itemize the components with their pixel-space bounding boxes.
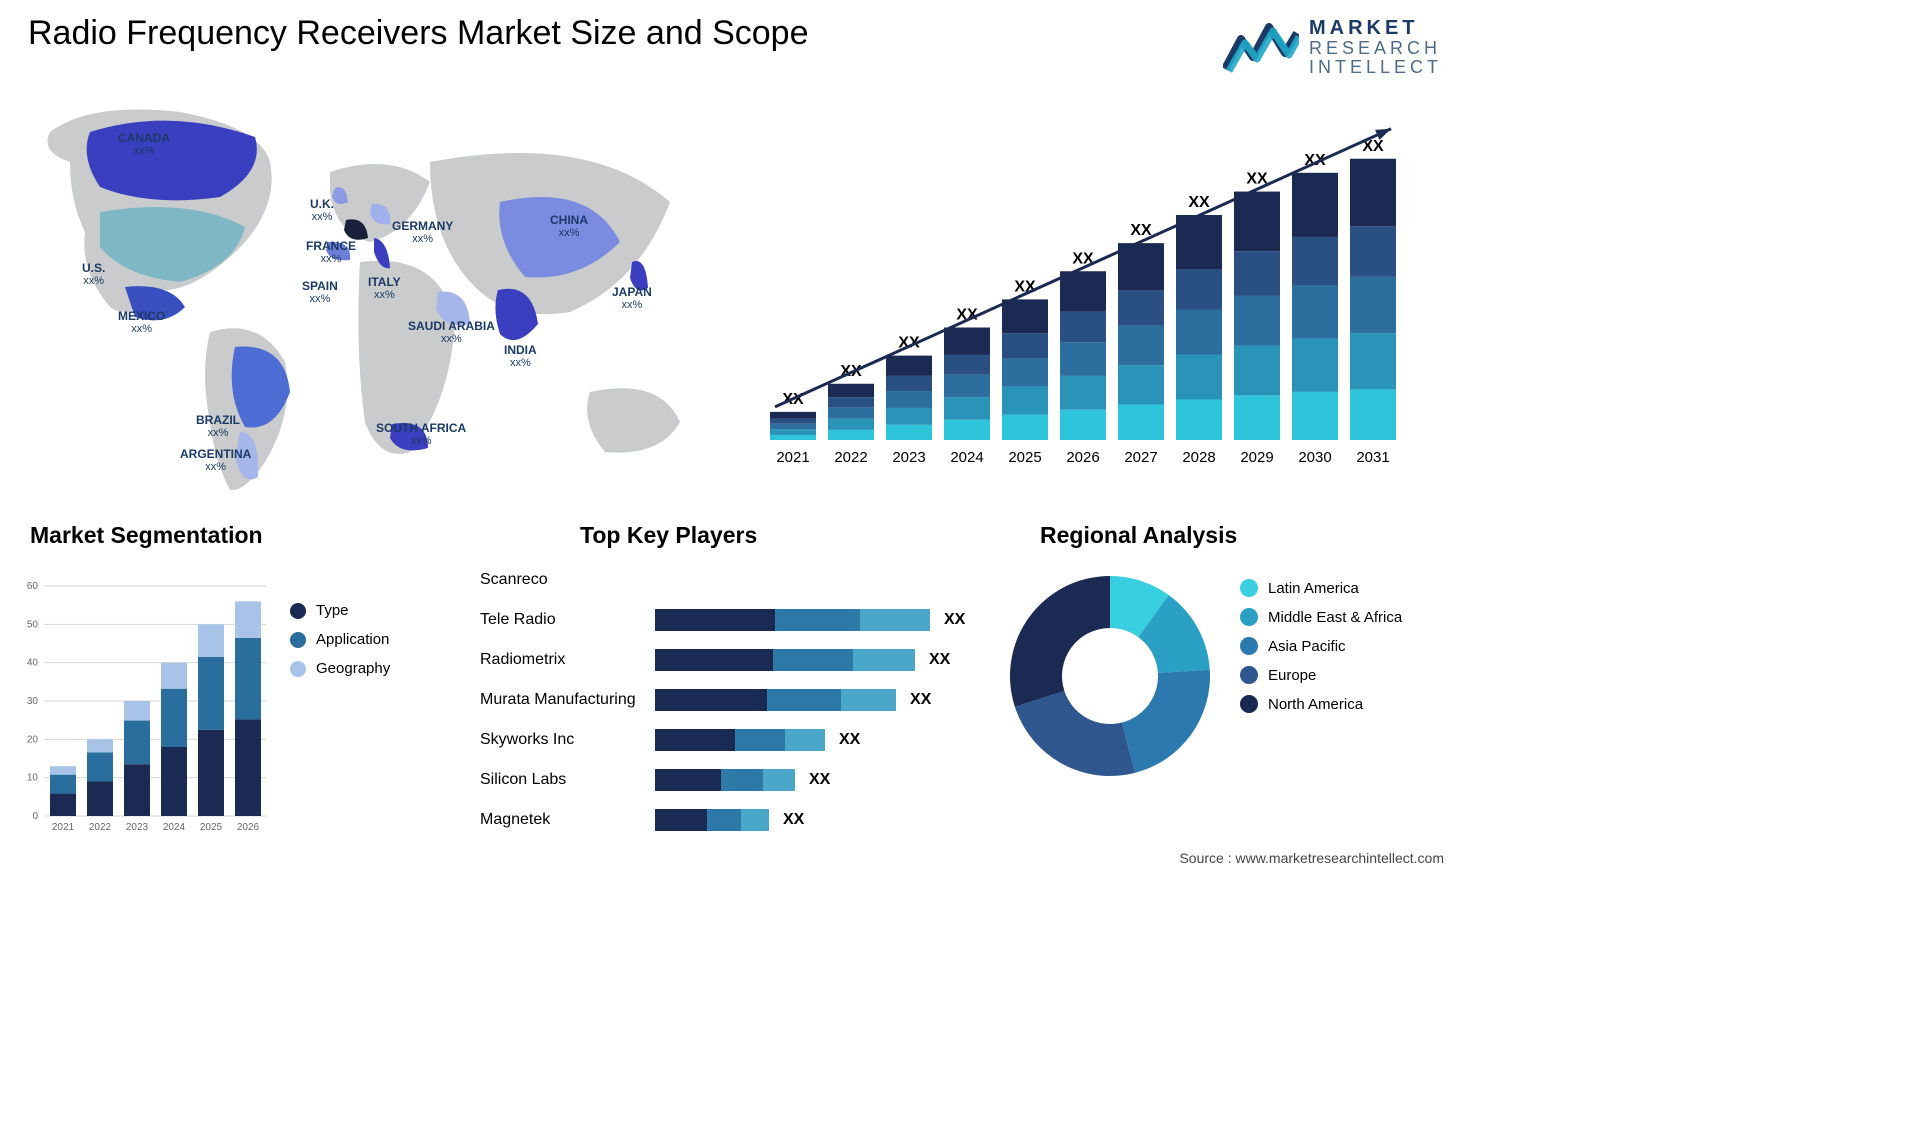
regional-legend-item: Europe — [1240, 666, 1402, 684]
svg-text:2021: 2021 — [52, 822, 75, 833]
map-label-canada: CANADAxx% — [118, 132, 170, 157]
map-label-spain: SPAINxx% — [302, 280, 338, 305]
player-value: XX — [944, 611, 965, 629]
brand-logo: MARKET RESEARCH INTELLECT — [1223, 18, 1442, 77]
map-label-argentina: ARGENTINAxx% — [180, 448, 251, 473]
map-label-italy: ITALYxx% — [368, 276, 401, 301]
player-row: Silicon Labs XX — [480, 760, 965, 800]
svg-text:2021: 2021 — [776, 449, 809, 466]
player-value: XX — [809, 771, 830, 789]
svg-text:2030: 2030 — [1298, 449, 1331, 466]
player-bar — [655, 769, 795, 791]
player-value: XX — [910, 691, 931, 709]
player-name: Magnetek — [480, 811, 655, 829]
player-row: Magnetek XX — [480, 800, 965, 840]
svg-text:XX: XX — [1188, 194, 1210, 211]
map-label-u-s-: U.S.xx% — [82, 262, 105, 287]
player-name: Murata Manufacturing — [480, 691, 655, 709]
svg-text:2026: 2026 — [237, 822, 260, 833]
svg-text:2025: 2025 — [200, 822, 223, 833]
svg-text:2023: 2023 — [892, 449, 925, 466]
map-label-japan: JAPANxx% — [612, 286, 652, 311]
svg-text:2028: 2028 — [1182, 449, 1215, 466]
svg-text:10: 10 — [27, 773, 39, 784]
regional-donut-chart — [1000, 566, 1220, 786]
player-row: Tele Radio XX — [480, 600, 965, 640]
player-name: Scanreco — [480, 571, 655, 589]
regional-legend: Latin America Middle East & Africa Asia Pa… — [1240, 568, 1402, 724]
segmentation-chart: 0 10 20 30 40 50 60 2021 2022 2023 2024 2025 2026 — [16, 558, 276, 848]
svg-text:2024: 2024 — [163, 822, 186, 833]
svg-text:2023: 2023 — [126, 822, 149, 833]
logo-text-1: MARKET — [1309, 18, 1442, 39]
svg-text:2022: 2022 — [834, 449, 867, 466]
player-value: XX — [783, 811, 804, 829]
svg-text:2022: 2022 — [89, 822, 112, 833]
player-name: Silicon Labs — [480, 771, 655, 789]
map-label-china: CHINAxx% — [550, 214, 588, 239]
svg-text:30: 30 — [27, 696, 39, 707]
source-text: Source : www.marketresearchintellect.com — [1179, 850, 1444, 866]
regional-legend-item: Middle East & Africa — [1240, 608, 1402, 626]
player-name: Radiometrix — [480, 651, 655, 669]
player-name: Tele Radio — [480, 611, 655, 629]
player-row: Radiometrix XX — [480, 640, 965, 680]
player-value: XX — [839, 731, 860, 749]
player-row: Murata Manufacturing XX — [480, 680, 965, 720]
map-label-brazil: BRAZILxx% — [196, 414, 240, 439]
section-title-players: Top Key Players — [580, 522, 757, 549]
map-label-south-africa: SOUTH AFRICAxx% — [376, 422, 466, 447]
svg-text:2025: 2025 — [1008, 449, 1041, 466]
section-title-regional: Regional Analysis — [1040, 522, 1237, 549]
logo-text-3: INTELLECT — [1309, 58, 1442, 77]
svg-text:0: 0 — [32, 811, 38, 822]
player-bar — [655, 729, 825, 751]
svg-text:50: 50 — [27, 619, 39, 630]
svg-text:2026: 2026 — [1066, 449, 1099, 466]
world-map: CANADAxx% U.S.xx% MEXICOxx% BRAZILxx% ARGENT… — [30, 92, 730, 502]
svg-text:40: 40 — [27, 658, 39, 669]
segmentation-legend: Type Application Geography — [290, 590, 390, 689]
player-row: Scanreco — [480, 560, 965, 600]
regional-legend-item: North America — [1240, 695, 1402, 713]
map-label-germany: GERMANYxx% — [392, 220, 453, 245]
forecast-chart: XX2021XX2022XX2023XX2024XX2025XX2026XX20… — [750, 100, 1430, 500]
logo-mark-icon — [1223, 19, 1299, 75]
map-label-mexico: MEXICOxx% — [118, 310, 165, 335]
svg-text:2029: 2029 — [1240, 449, 1273, 466]
regional-legend-item: Latin America — [1240, 579, 1402, 597]
player-name: Skyworks Inc — [480, 731, 655, 749]
page-title: Radio Frequency Receivers Market Size an… — [28, 14, 809, 53]
segmentation-legend-item: Application — [290, 631, 390, 648]
map-label-u-k-: U.K.xx% — [310, 198, 334, 223]
player-bar — [655, 649, 915, 671]
svg-text:2027: 2027 — [1124, 449, 1157, 466]
player-bar — [655, 689, 896, 711]
svg-text:2024: 2024 — [950, 449, 983, 466]
player-bar — [655, 809, 769, 831]
regional-legend-item: Asia Pacific — [1240, 637, 1402, 655]
logo-text-2: RESEARCH — [1309, 39, 1442, 58]
svg-text:20: 20 — [27, 734, 39, 745]
map-label-france: FRANCExx% — [306, 240, 356, 265]
svg-text:2031: 2031 — [1356, 449, 1389, 466]
svg-text:60: 60 — [27, 581, 39, 592]
player-value: XX — [929, 651, 950, 669]
player-row: Skyworks Inc XX — [480, 720, 965, 760]
segmentation-legend-item: Geography — [290, 660, 390, 677]
segmentation-legend-item: Type — [290, 602, 390, 619]
section-title-segmentation: Market Segmentation — [30, 522, 263, 549]
map-label-india: INDIAxx% — [504, 344, 537, 369]
key-players-list: ScanrecoTele RadioXXRadiometrixXXMurata … — [480, 560, 965, 840]
map-label-saudi-arabia: SAUDI ARABIAxx% — [408, 320, 495, 345]
player-bar — [655, 609, 930, 631]
